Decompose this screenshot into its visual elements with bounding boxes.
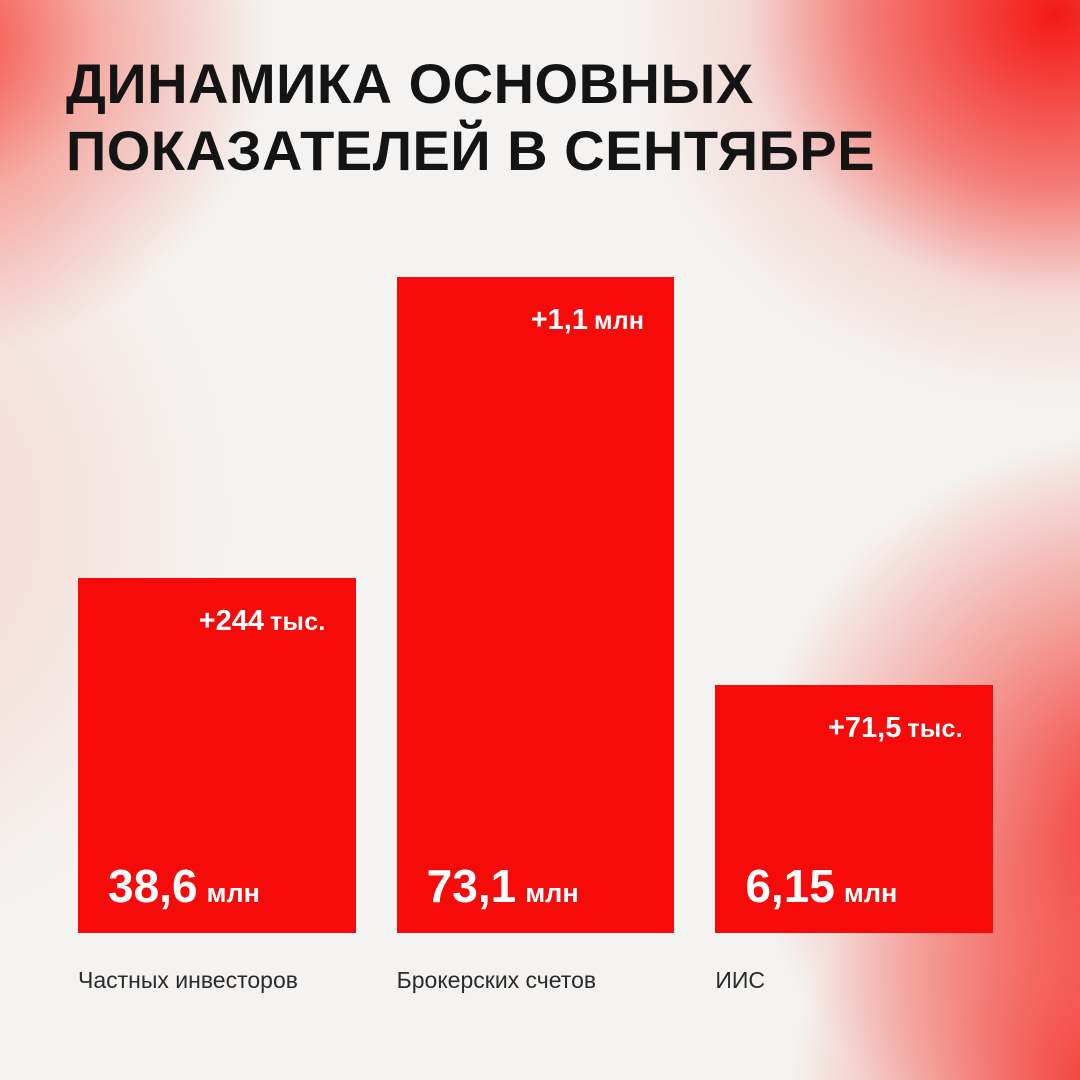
bar-delta-value: +71,5 [827, 712, 902, 744]
bar-value-unit: млн [843, 878, 898, 908]
bar-delta-unit: тыс. [907, 715, 964, 743]
bar-delta-value: +244 [198, 605, 265, 637]
page-title-line-2: ПОКАЗАТЕЛЕЙ В СЕНТЯБРЕ [66, 119, 876, 182]
page-title: ДИНАМИКА ОСНОВНЫХ ПОКАЗАТЕЛЕЙ В СЕНТЯБРЕ [66, 50, 875, 184]
bar-category-label: Частных инвесторов [78, 967, 298, 993]
bar-value-number: 6,15 [745, 860, 835, 912]
bar-category-label: Брокерских счетов [396, 967, 597, 993]
bar-value: 73,1 млн [427, 859, 579, 913]
bar-private-investors: +244 тыс. 38,6 млн [78, 578, 356, 933]
bar-value: 6,15 млн [745, 859, 897, 913]
bar-delta: +71,5 тыс. [828, 712, 963, 745]
bar-delta: +1,1 млн [531, 304, 645, 337]
bar-value-number: 38,6 [108, 860, 198, 912]
chart-column-private-investors: +244 тыс. 38,6 млн Частных инвесторов [78, 578, 356, 994]
bar-chart: +244 тыс. 38,6 млн Частных инвесторов +1,1… [78, 277, 994, 994]
bar-value: 38,6 млн [108, 859, 260, 913]
page-title-line-1: ДИНАМИКА ОСНОВНЫХ [66, 52, 754, 115]
bar-delta-unit: млн [593, 307, 645, 335]
bar-iis: +71,5 тыс. 6,15 млн [715, 685, 994, 933]
chart-column-brokerage-accounts: +1,1 млн 73,1 млн Брокерских счетов [396, 277, 675, 994]
bar-delta-unit: тыс. [270, 608, 326, 636]
bar-value-number: 73,1 [426, 860, 517, 912]
bar-brokerage-accounts: +1,1 млн 73,1 млн [396, 277, 675, 933]
bar-value-unit: млн [206, 878, 260, 908]
bar-category-label: ИИС [715, 967, 766, 993]
chart-column-iis: +71,5 тыс. 6,15 млн ИИС [715, 685, 994, 994]
bar-delta: +244 тыс. [199, 605, 326, 638]
bar-delta-value: +1,1 [530, 304, 588, 336]
bar-value-unit: млн [525, 878, 579, 908]
